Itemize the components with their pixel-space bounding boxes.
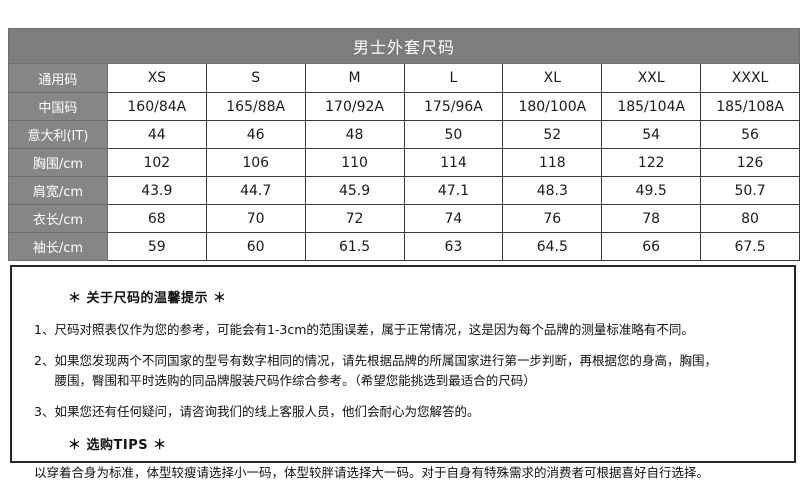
note-item: 1、 尺码对照表仅作为您的参考，可能会有1-3cm的范围误差，属于正常情况，这是… (34, 320, 772, 340)
size-header-l: L (403, 63, 504, 93)
row-label-chest: 胸围/cm (8, 148, 108, 177)
cell-shoulder-xs: 43.9 (106, 176, 207, 205)
tips-text: 以穿着合身为标准，体型较瘦请选择小一码，体型较胖请选择大一码。对于自身有特殊需求… (34, 465, 710, 480)
row-label-sleeve: 袖长/cm (8, 232, 108, 261)
row-label-china-size: 中国码 (8, 92, 108, 121)
cell-china-size-xs: 160/84A (106, 92, 207, 121)
cell-length-xs: 68 (106, 204, 207, 233)
table-row: 衣长/cm 68 70 72 74 76 78 80 (8, 204, 800, 233)
cell-length-m: 72 (304, 204, 405, 233)
note-item: 3、 如果您还有任何疑问，请咨询我们的线上客服人员，他们会耐心为您解答的。 (34, 402, 772, 422)
table-row: 胸围/cm 102 106 110 114 118 122 126 (8, 148, 800, 177)
cell-chest-xxl: 122 (601, 148, 702, 177)
cell-italy-size-l: 50 (403, 120, 504, 149)
cell-chest-l: 114 (403, 148, 504, 177)
notes-heading: ＊ 关于尺码的温馨提示 ＊ (68, 291, 227, 306)
size-header-m: M (304, 63, 405, 93)
cell-italy-size-xxl: 54 (601, 120, 702, 149)
table-header-row: 通用码 XS S M L XL XXL XXXL (8, 63, 800, 93)
cell-italy-size-xl: 52 (502, 120, 603, 149)
table-row: 中国码 160/84A 165/88A 170/92A 175/96A 180/… (8, 92, 800, 121)
cell-china-size-xxl: 185/104A (601, 92, 702, 121)
size-table-container: 男士外套尺码 通用码 XS S M L XL XXL XXXL 中国码 160/… (8, 28, 800, 261)
cell-chest-xl: 118 (502, 148, 603, 177)
note-number: 3、 (34, 404, 55, 419)
cell-china-size-xxxl: 185/108A (700, 92, 800, 121)
cell-sleeve-xs: 59 (106, 232, 207, 261)
cell-italy-size-xs: 44 (106, 120, 207, 149)
cell-chest-s: 106 (205, 148, 306, 177)
size-header-xs: XS (106, 63, 207, 93)
tips-heading: ＊ 选购TIPS ＊ (68, 438, 167, 453)
note-text: 如果您还有任何疑问，请咨询我们的线上客服人员，他们会耐心为您解答的。 (54, 404, 480, 419)
note-text-line2: 腰围，臀围和平时选购的同品牌服装尺码作综合参考。（希望您能挑选到最适合的尺码） (54, 373, 536, 388)
cell-china-size-s: 165/88A (205, 92, 306, 121)
note-item: 2、 如果您发现两个不同国家的型号有数字相同的情况，请先根据品牌的所属国家进行第… (34, 351, 772, 391)
size-header-xl: XL (502, 63, 603, 93)
cell-shoulder-m: 45.9 (304, 176, 405, 205)
note-text: 尺码对照表仅作为您的参考，可能会有1-3cm的范围误差，属于正常情况，这是因为每… (54, 322, 694, 337)
cell-length-xxxl: 80 (700, 204, 800, 233)
cell-chest-xs: 102 (106, 148, 207, 177)
cell-length-s: 70 (205, 204, 306, 233)
cell-italy-size-s: 46 (205, 120, 306, 149)
header-row-label: 通用码 (8, 63, 108, 93)
cell-chest-xxxl: 126 (700, 148, 800, 177)
cell-italy-size-xxxl: 56 (700, 120, 800, 149)
cell-length-l: 74 (403, 204, 504, 233)
size-header-xxl: XXL (601, 63, 702, 93)
table-row: 意大利(IT) 44 46 48 50 52 54 56 (8, 120, 800, 149)
size-header-s: S (205, 63, 306, 93)
note-number: 2、 (34, 353, 55, 368)
notes-box: ＊ 关于尺码的温馨提示 ＊ 1、 尺码对照表仅作为您的参考，可能会有1-3cm的… (10, 265, 796, 480)
cell-length-xl: 76 (502, 204, 603, 233)
size-table: 男士外套尺码 通用码 XS S M L XL XXL XXXL 中国码 160/… (8, 28, 800, 261)
note-number: 1、 (34, 322, 55, 337)
row-label-italy-size: 意大利(IT) (8, 120, 108, 149)
cell-sleeve-l: 63 (403, 232, 504, 261)
cell-sleeve-s: 60 (205, 232, 306, 261)
cell-sleeve-m: 61.5 (304, 232, 405, 261)
table-title-row: 男士外套尺码 (8, 28, 800, 64)
table-row: 袖长/cm 59 60 61.5 63 64.5 66 67.5 (8, 232, 800, 261)
row-label-shoulder: 肩宽/cm (8, 176, 108, 205)
row-label-length: 衣长/cm (8, 204, 108, 233)
cell-china-size-m: 170/92A (304, 92, 405, 121)
cell-sleeve-xxxl: 67.5 (700, 232, 800, 261)
cell-china-size-l: 175/96A (403, 92, 504, 121)
table-row: 肩宽/cm 43.9 44.7 45.9 47.1 48.3 49.5 50.7 (8, 176, 800, 205)
note-text: 如果您发现两个不同国家的型号有数字相同的情况，请先根据品牌的所属国家进行第一步判… (54, 351, 772, 391)
note-text-line1: 如果您发现两个不同国家的型号有数字相同的情况，请先根据品牌的所属国家进行第一步判… (54, 353, 717, 368)
cell-china-size-xl: 180/100A (502, 92, 603, 121)
cell-italy-size-m: 48 (304, 120, 405, 149)
table-title: 男士外套尺码 (8, 28, 800, 64)
cell-length-xxl: 78 (601, 204, 702, 233)
cell-chest-m: 110 (304, 148, 405, 177)
size-header-xxxl: XXXL (700, 63, 800, 93)
cell-shoulder-l: 47.1 (403, 176, 504, 205)
cell-shoulder-s: 44.7 (205, 176, 306, 205)
cell-shoulder-xxxl: 50.7 (700, 176, 800, 205)
cell-sleeve-xxl: 66 (601, 232, 702, 261)
cell-sleeve-xl: 64.5 (502, 232, 603, 261)
cell-shoulder-xl: 48.3 (502, 176, 603, 205)
cell-shoulder-xxl: 49.5 (601, 176, 702, 205)
